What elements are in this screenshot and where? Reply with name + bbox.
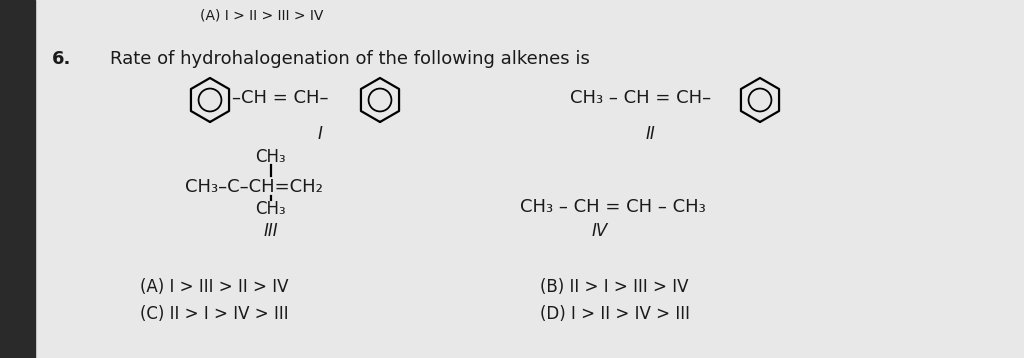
- Text: IV: IV: [592, 222, 608, 240]
- Text: III: III: [264, 222, 279, 240]
- Text: –CH = CH–: –CH = CH–: [232, 89, 329, 107]
- Bar: [0, 0, 35, 358]
- Text: (D) I > II > IV > III: (D) I > II > IV > III: [540, 305, 690, 323]
- Text: CH₃: CH₃: [255, 148, 286, 166]
- Text: (A) I > III > II > IV: (A) I > III > II > IV: [140, 278, 289, 296]
- Text: (A) I > II > III > IV: (A) I > II > III > IV: [200, 8, 324, 22]
- Text: CH₃–C–CH=CH₂: CH₃–C–CH=CH₂: [185, 178, 323, 196]
- Text: II: II: [645, 125, 655, 143]
- Text: CH₃ – CH = CH – CH₃: CH₃ – CH = CH – CH₃: [520, 198, 706, 216]
- Text: 6.: 6.: [52, 50, 72, 68]
- Text: Rate of hydrohalogenation of the following alkenes is: Rate of hydrohalogenation of the followi…: [110, 50, 590, 68]
- Text: (B) II > I > III > IV: (B) II > I > III > IV: [540, 278, 688, 296]
- Text: (C) II > I > IV > III: (C) II > I > IV > III: [140, 305, 289, 323]
- Text: CH₃ – CH = CH–: CH₃ – CH = CH–: [570, 89, 711, 107]
- Text: CH₃: CH₃: [255, 200, 286, 218]
- Text: (B) ...: (B) ...: [590, 8, 628, 22]
- Text: I: I: [317, 125, 323, 143]
